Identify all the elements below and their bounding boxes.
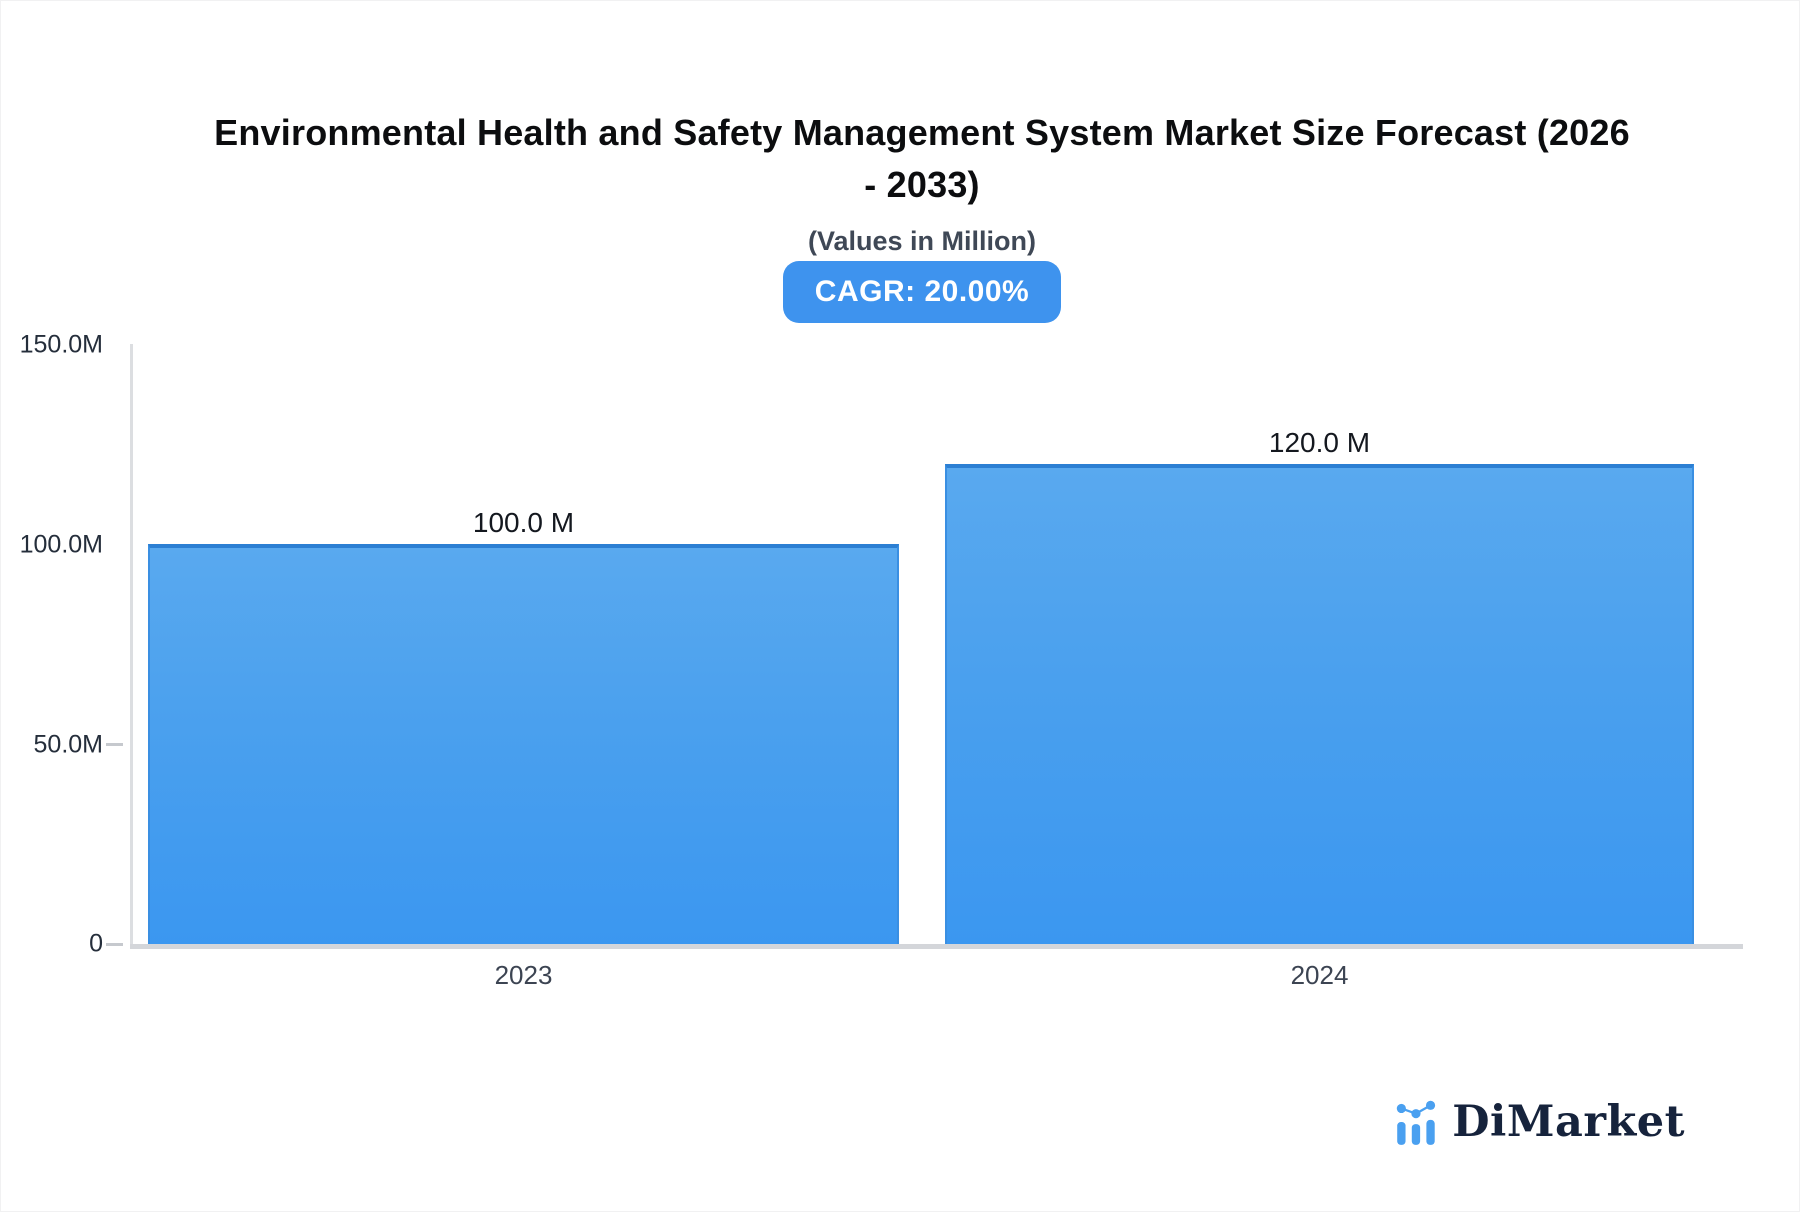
x-axis-line: [130, 944, 1743, 949]
brand-logo: DiMarket: [1396, 1097, 1685, 1147]
x-axis-label-2023: 2023: [494, 960, 553, 990]
chart-header: Environmental Health and Safety Manageme…: [23, 107, 1799, 323]
bar-chart-icon: [1396, 1097, 1438, 1147]
bar-value-label-2023: 100.0 M: [472, 507, 575, 538]
y-axis-line: [130, 344, 133, 949]
cagr-badge: CAGR: 20.00%: [782, 261, 1062, 323]
bar-value-label-2024: 120.0 M: [1268, 427, 1371, 458]
brand-name: DiMarket: [1452, 1097, 1685, 1147]
chart-title-line2: - 2033): [864, 164, 980, 205]
y-tick-label-100: 100.0M: [19, 530, 103, 559]
bar-2024: [945, 464, 1694, 944]
y-tick-label-50: 50.0M: [33, 730, 103, 759]
y-tick-dash-0: [106, 943, 123, 946]
y-tick-label-0: 0: [89, 929, 103, 958]
x-axis-label-2024: 2024: [1290, 960, 1349, 990]
y-tick-dash-50: [106, 743, 123, 746]
y-tick-label-150: 150.0M: [19, 330, 103, 359]
chart-subtitle: (Values in Million): [807, 226, 1037, 256]
bar-2023: [148, 544, 899, 944]
chart-title-line1: Environmental Health and Safety Manageme…: [214, 112, 1630, 153]
